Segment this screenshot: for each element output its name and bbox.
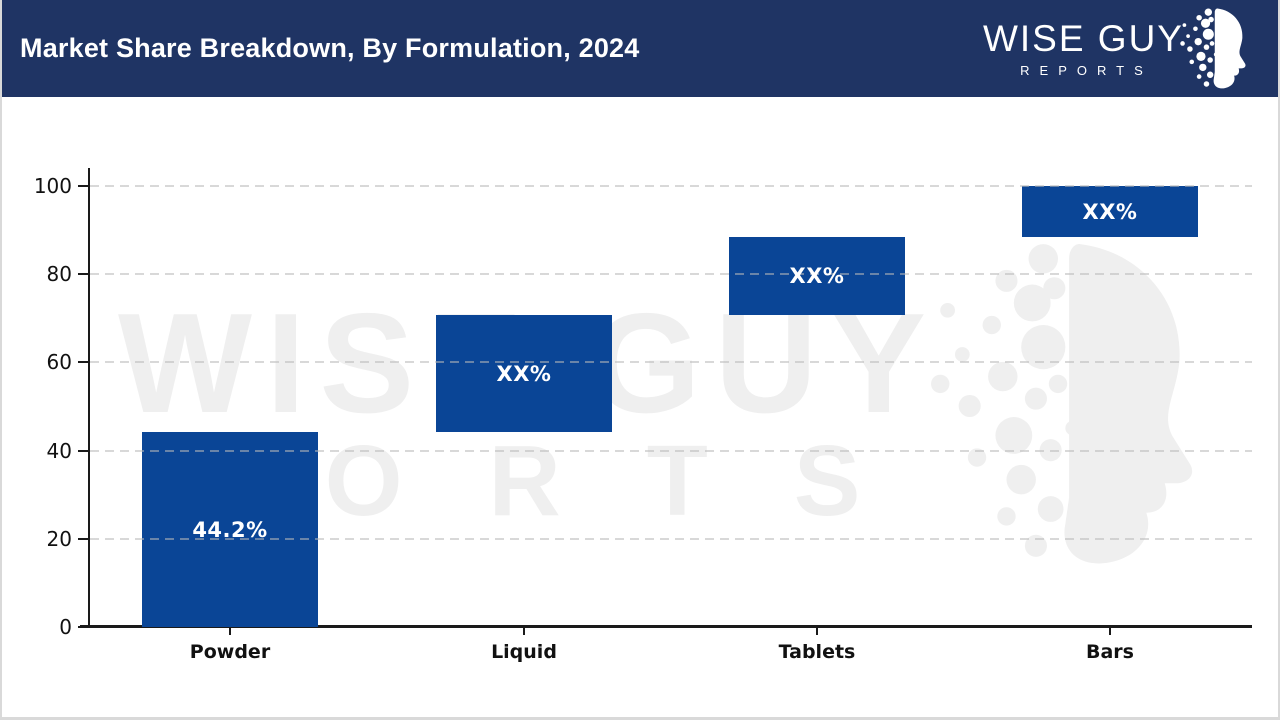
y-tick-label: 20	[46, 526, 72, 551]
y-axis-spine	[88, 168, 90, 627]
y-tick-label: 100	[33, 174, 72, 198]
y-tick-label: 80	[46, 262, 72, 287]
bar-value-label: 44.2%	[192, 517, 268, 542]
y-tick	[78, 361, 88, 364]
y-tick	[78, 273, 88, 276]
x-category-label: Bars	[1086, 641, 1134, 663]
page-title: Market Share Breakdown, By Formulation, …	[20, 33, 640, 63]
y-tick-label: 0	[59, 615, 72, 639]
header-bar: Market Share Breakdown, By Formulation, …	[0, 0, 1280, 97]
bar-bars: XX%	[1022, 186, 1198, 238]
bar-value-label: XX%	[789, 264, 845, 289]
bar-value-label: XX%	[496, 361, 552, 386]
y-gridline	[90, 273, 1252, 276]
bar-powder: 44.2%	[142, 432, 318, 627]
y-gridline	[90, 537, 1252, 540]
y-gridline	[90, 361, 1252, 364]
x-tick	[523, 627, 525, 635]
y-gridline	[90, 185, 1252, 187]
y-tick	[78, 626, 88, 628]
logo-brand-text: WISE GUY	[982, 18, 1184, 59]
logo-text: WISE GUY REPORTS	[983, 20, 1184, 77]
y-tick-label: 40	[46, 438, 72, 463]
bar-value-label: XX%	[1082, 199, 1138, 224]
logo-sub-text: REPORTS	[1020, 63, 1153, 78]
x-tick	[816, 627, 818, 635]
chart-plot-area: 44.2% Powder XX% Liquid XX% Tablets XX% Bars 0 20…	[34, 166, 1252, 663]
y-tick	[78, 449, 88, 452]
y-tick-label: 60	[46, 350, 72, 375]
x-category-label: Powder	[189, 641, 271, 663]
x-axis-line	[80, 625, 1252, 628]
x-category-label: Liquid	[491, 641, 557, 663]
x-category-label: Tablets	[778, 641, 856, 663]
wise-guy-logo: WISE GUY REPORTS	[983, 3, 1254, 95]
x-tick	[1109, 627, 1111, 635]
bar-tablets: XX%	[729, 237, 905, 316]
watermark-head-icon	[872, 222, 1244, 590]
y-tick	[78, 537, 88, 540]
y-tick	[78, 185, 88, 187]
y-gridline	[90, 449, 1252, 452]
head-profile-icon	[1170, 3, 1254, 95]
x-tick	[229, 627, 231, 635]
bar-liquid: XX%	[436, 315, 612, 433]
